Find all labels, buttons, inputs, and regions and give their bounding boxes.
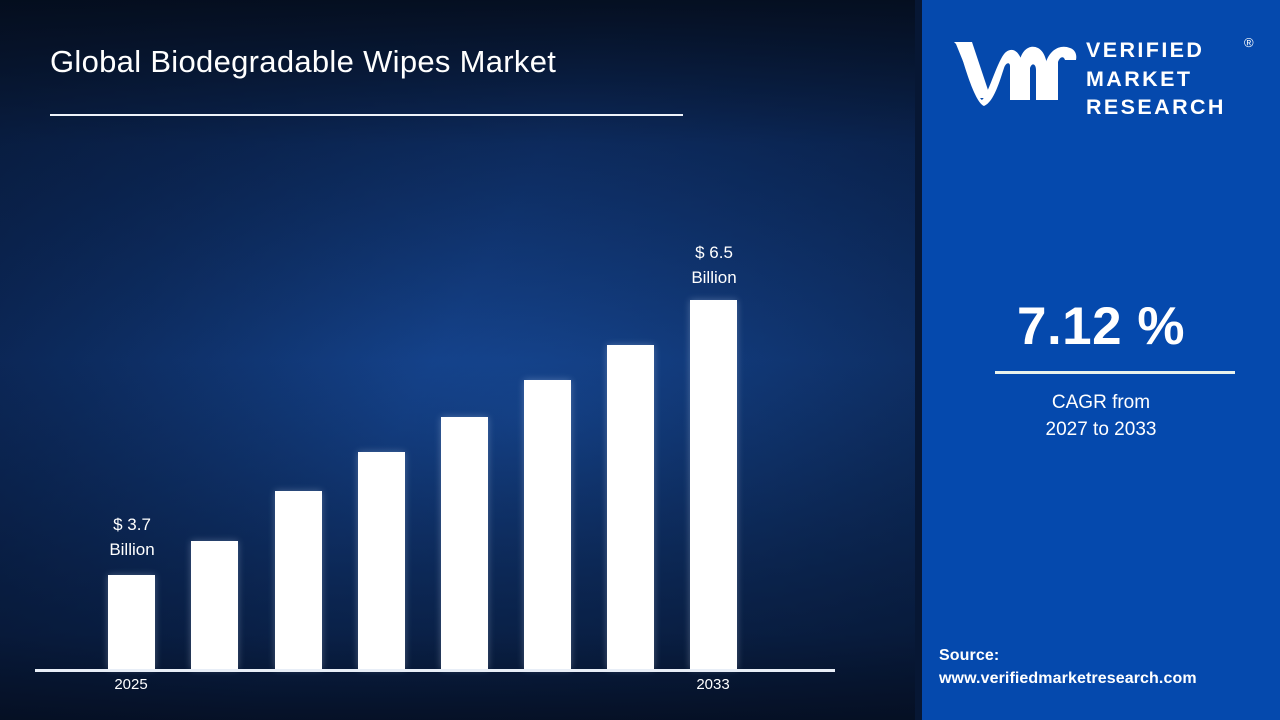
left-content-panel: Global Biodegradable Wipes Market $ 3.7 … xyxy=(0,0,918,720)
bar-value-label-start: $ 3.7 Billion xyxy=(109,515,155,559)
bar-2031 xyxy=(607,345,654,669)
page-title: Global Biodegradable Wipes Market xyxy=(50,44,557,79)
right-brand-panel: VERIFIED MARKET RESEARCH ® 7.12 % CAGR f… xyxy=(922,0,1280,720)
x-axis-tick-2033: 2033 xyxy=(696,676,730,693)
bar-2028 xyxy=(358,452,405,669)
x-axis-line xyxy=(35,669,835,672)
title-underline xyxy=(50,114,683,116)
brand-line-1: VERIFIED xyxy=(1086,38,1205,62)
bar-2029 xyxy=(441,417,488,669)
bar-2033 xyxy=(690,300,737,669)
brand-line-2: MARKET xyxy=(1086,66,1193,91)
bar-value-label-end: $ 6.5 Billion xyxy=(691,243,737,287)
bar-2027 xyxy=(275,491,322,669)
bar-2030 xyxy=(524,380,571,669)
source-attribution: Source: www.verifiedmarketresearch.com xyxy=(939,647,1197,688)
cagr-caption: CAGR from 2027 to 2033 xyxy=(1045,392,1157,440)
vmr-logo-mark-icon xyxy=(954,42,1077,106)
panel-divider xyxy=(915,0,922,720)
bar-2025 xyxy=(108,575,155,669)
brand-line-3: RESEARCH xyxy=(1086,95,1226,120)
bar-2026 xyxy=(191,541,238,669)
brand-logo-text: VERIFIED MARKET RESEARCH xyxy=(1086,36,1226,122)
brand-logo[interactable]: VERIFIED MARKET RESEARCH ® xyxy=(938,28,1268,123)
cagr-value: 7.12 % xyxy=(1016,297,1185,356)
x-axis-tick-2025: 2025 xyxy=(114,676,148,693)
cagr-divider-rule xyxy=(995,371,1235,374)
registered-trademark-icon: ® xyxy=(1244,35,1254,50)
bar-chart: $ 3.7 Billion $ 6.5 Billion 2025 2033 xyxy=(35,243,835,693)
